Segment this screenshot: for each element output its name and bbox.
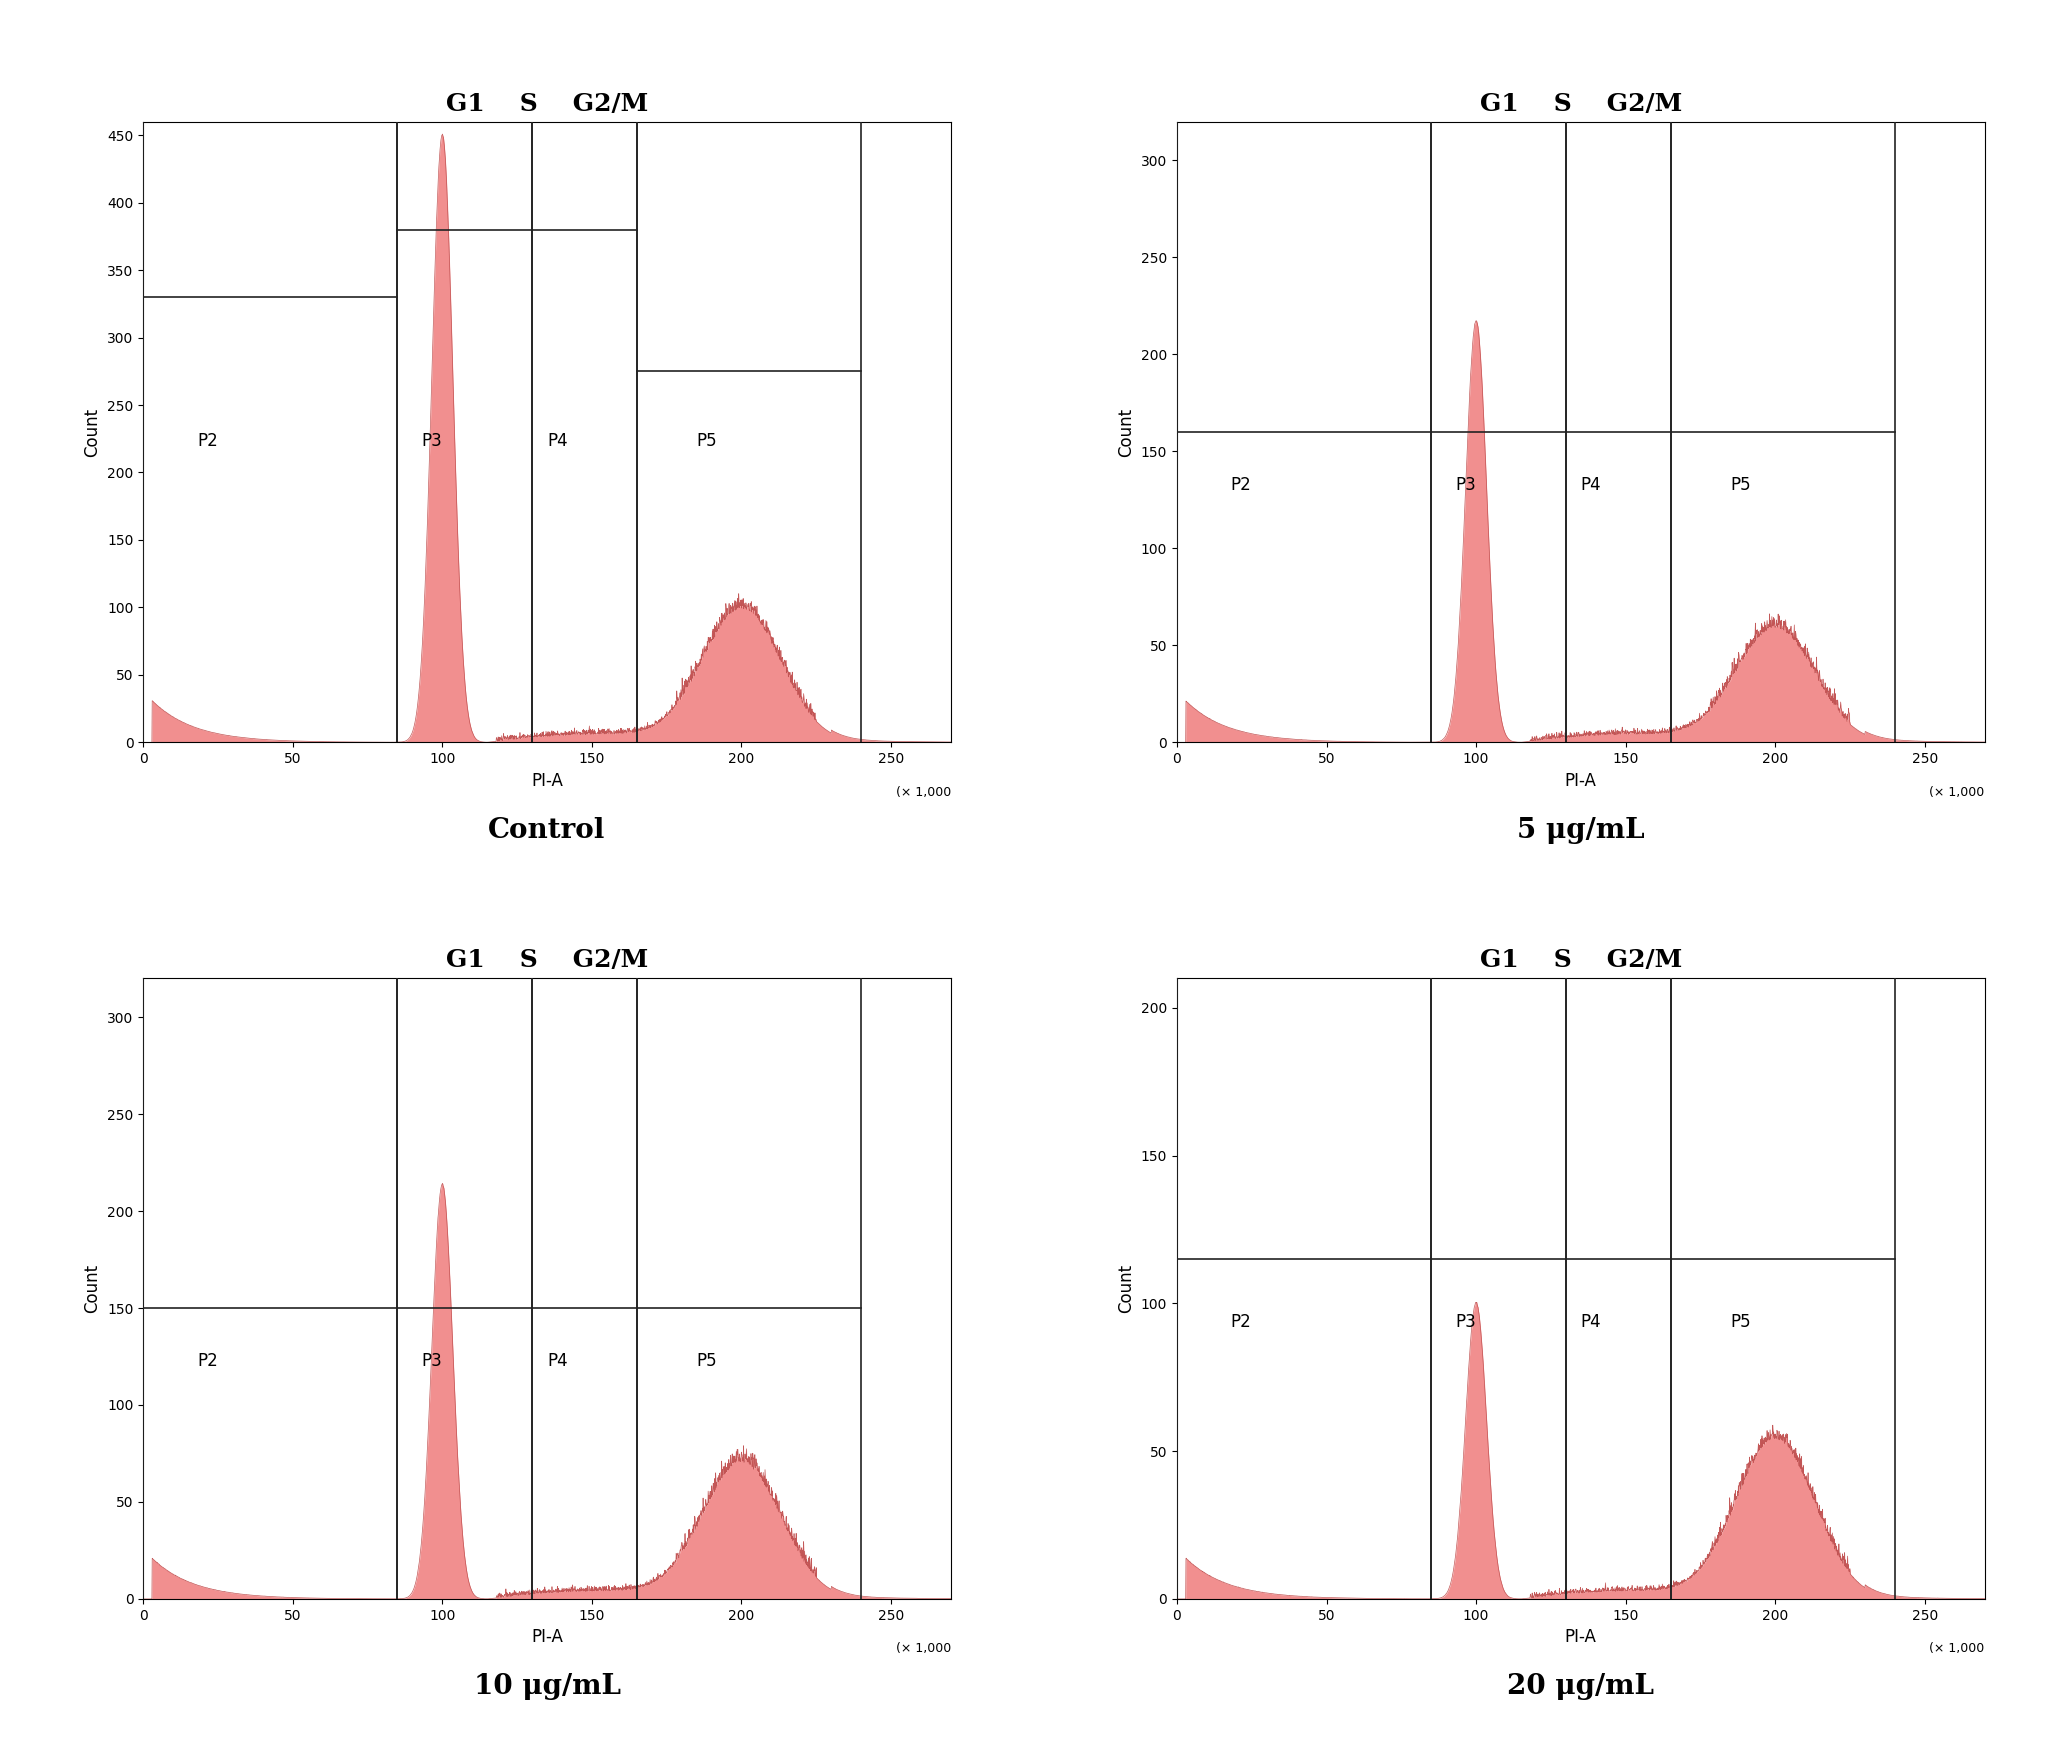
Text: P4: P4 [1582, 476, 1602, 494]
Title: G1    S    G2/M: G1 S G2/M [446, 92, 649, 115]
Text: P2: P2 [196, 431, 217, 450]
Text: Control: Control [489, 817, 606, 845]
Text: P4: P4 [1582, 1312, 1602, 1331]
Text: P5: P5 [696, 1352, 718, 1370]
Title: G1    S    G2/M: G1 S G2/M [446, 949, 649, 972]
X-axis label: PI-A: PI-A [532, 772, 563, 789]
Y-axis label: Count: Count [1117, 407, 1136, 457]
Text: P3: P3 [421, 431, 442, 450]
Y-axis label: Count: Count [84, 1264, 102, 1314]
Text: P3: P3 [1455, 1312, 1475, 1331]
Y-axis label: Count: Count [84, 407, 102, 457]
Title: G1    S    G2/M: G1 S G2/M [1479, 92, 1682, 115]
Text: (× 1,000: (× 1,000 [1929, 786, 1985, 799]
Text: P4: P4 [546, 431, 567, 450]
Text: P5: P5 [1731, 476, 1751, 494]
Text: (× 1,000: (× 1,000 [896, 786, 951, 799]
Text: P3: P3 [1455, 476, 1475, 494]
X-axis label: PI-A: PI-A [532, 1629, 563, 1646]
Text: P5: P5 [696, 431, 718, 450]
Text: (× 1,000: (× 1,000 [1929, 1642, 1985, 1655]
Text: 20 μg/mL: 20 μg/mL [1508, 1674, 1655, 1700]
Text: P3: P3 [421, 1352, 442, 1370]
Text: (× 1,000: (× 1,000 [896, 1642, 951, 1655]
Title: G1    S    G2/M: G1 S G2/M [1479, 949, 1682, 972]
Text: P5: P5 [1731, 1312, 1751, 1331]
Text: 10 μg/mL: 10 μg/mL [473, 1674, 620, 1700]
Text: 5 μg/mL: 5 μg/mL [1516, 817, 1645, 845]
Text: P2: P2 [1232, 1312, 1252, 1331]
Text: P4: P4 [546, 1352, 567, 1370]
X-axis label: PI-A: PI-A [1565, 772, 1596, 789]
Y-axis label: Count: Count [1117, 1264, 1136, 1314]
X-axis label: PI-A: PI-A [1565, 1629, 1596, 1646]
Text: P2: P2 [196, 1352, 217, 1370]
Text: P2: P2 [1232, 476, 1252, 494]
